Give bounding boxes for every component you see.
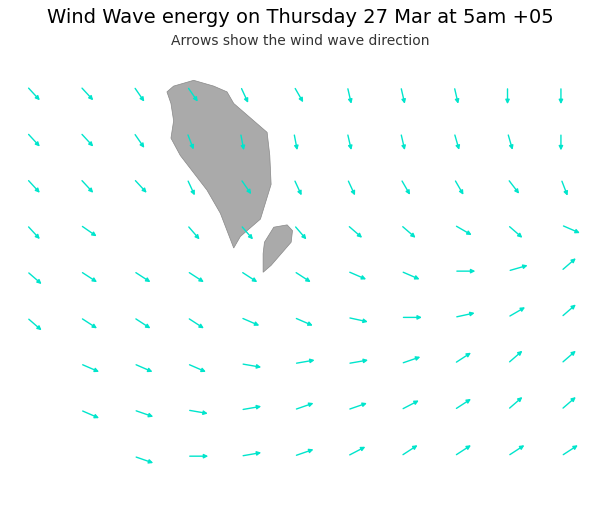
Text: Arrows show the wind wave direction: Arrows show the wind wave direction [171,34,430,48]
Text: Wind Wave energy on Thursday 27 Mar at 5am +05: Wind Wave energy on Thursday 27 Mar at 5… [47,9,554,27]
Polygon shape [263,225,293,272]
Polygon shape [167,80,271,248]
